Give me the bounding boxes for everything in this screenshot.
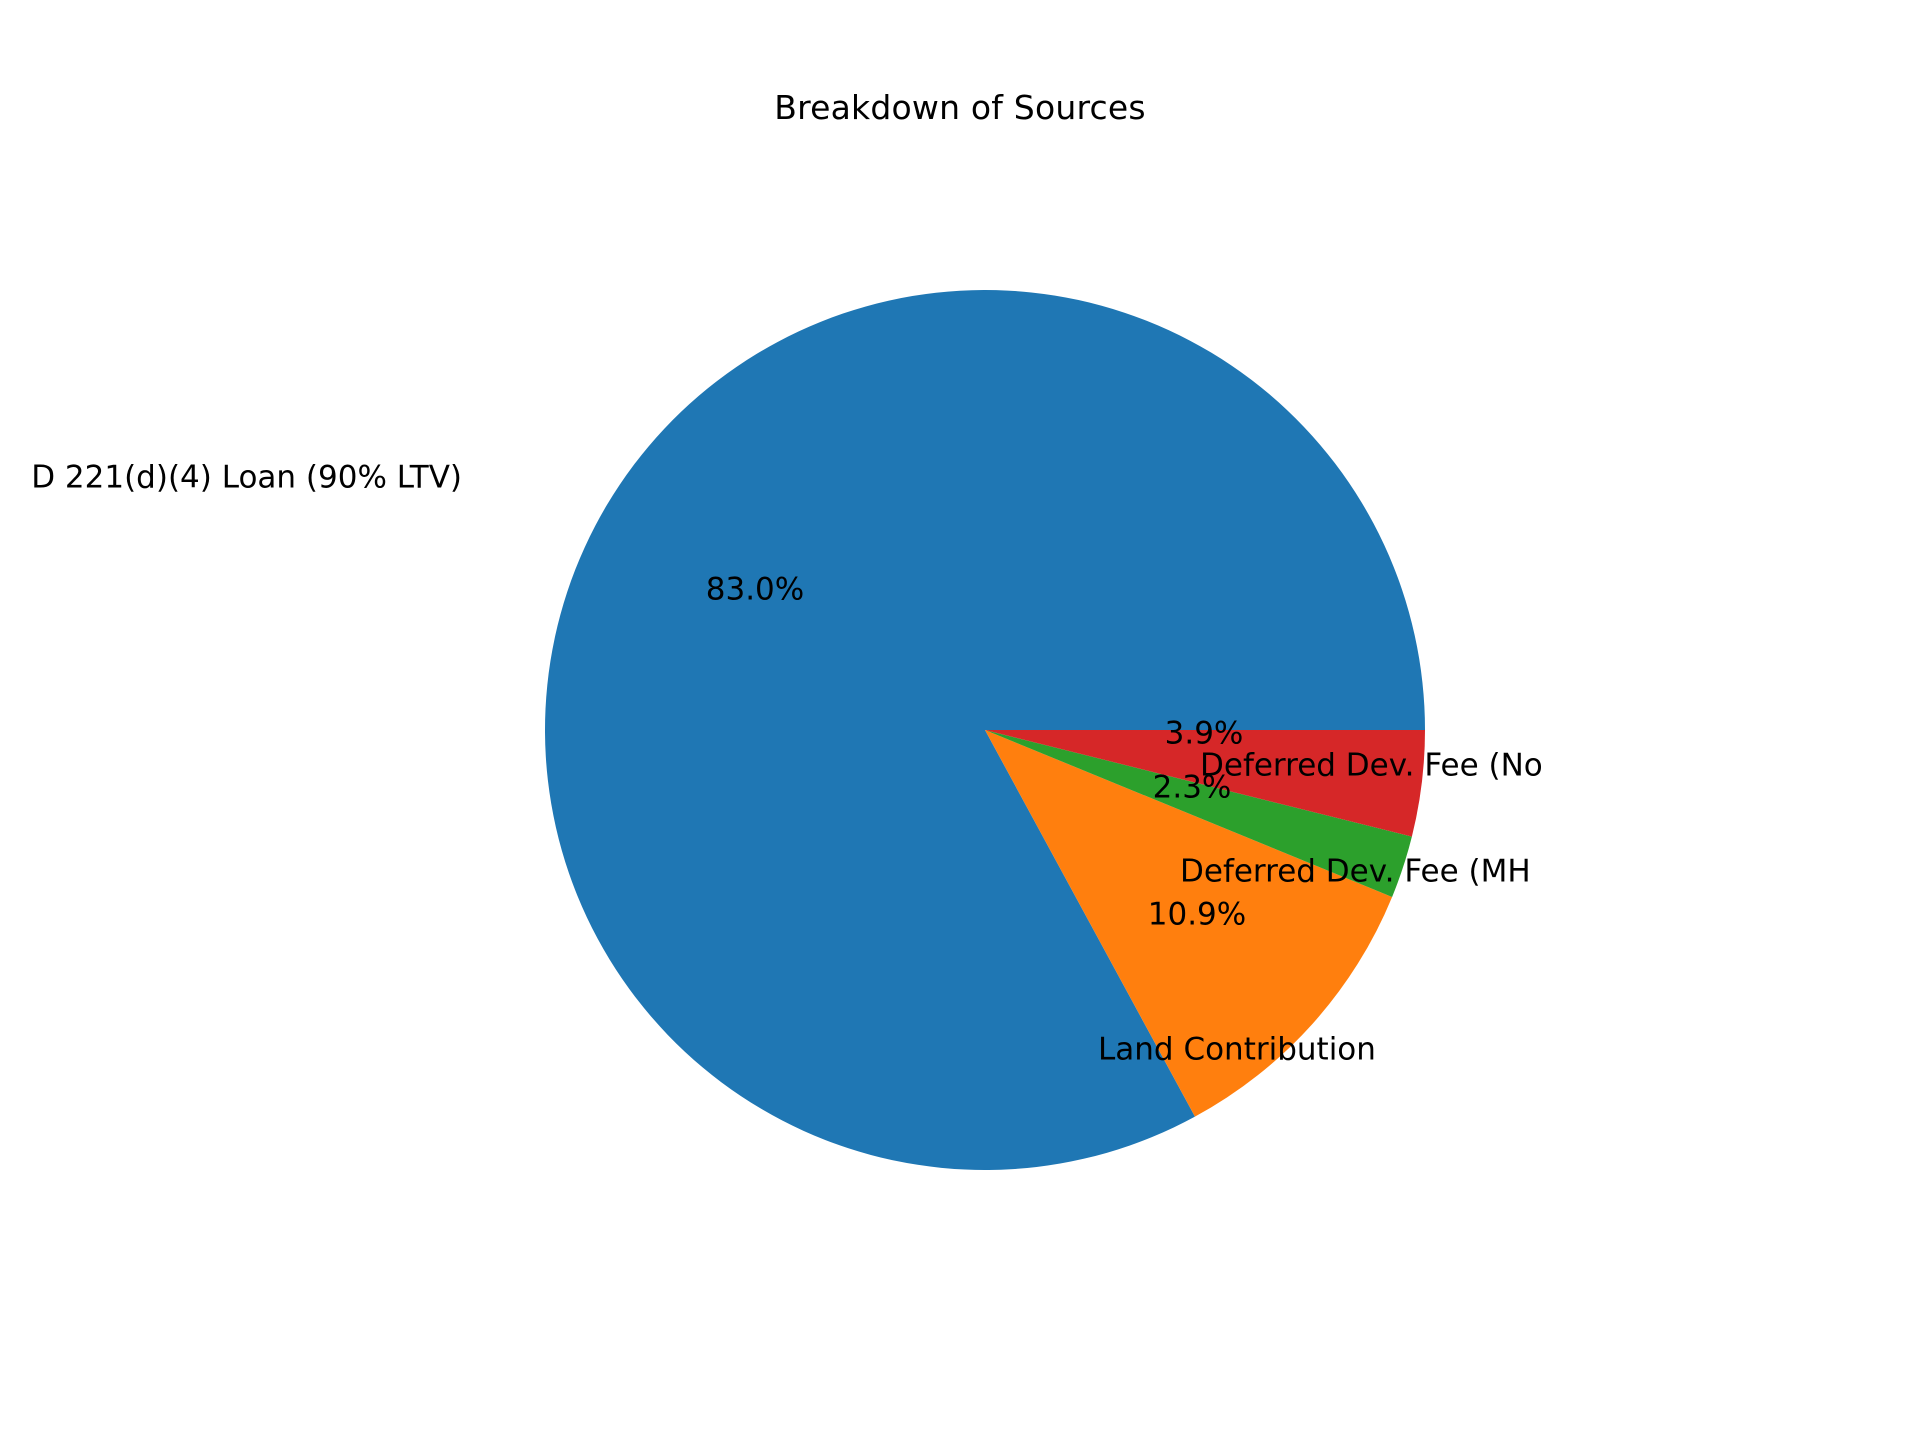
pie-wedge	[985, 730, 1393, 1117]
pie-wedge-group	[545, 289, 1425, 1170]
pie-wedge-percent-label: 83.0%	[705, 571, 805, 608]
pie-slice-label: D 221(d)(4) Loan (90% LTV)	[31, 459, 462, 496]
pie-wedge	[545, 289, 1425, 1170]
pie-wedge-percent-label: 2.3%	[1152, 769, 1232, 806]
pie-wedge-percent-label: 3.9%	[1164, 715, 1244, 752]
pie-slice-label: Land Contribution	[1098, 1031, 1376, 1068]
chart-title: Breakdown of Sources	[774, 88, 1146, 127]
pie-wedge	[985, 730, 1412, 897]
pie-slice-label: Deferred Dev. Fee (No	[1200, 747, 1543, 784]
pie-slice-label: Deferred Dev. Fee (MH	[1180, 853, 1531, 890]
pie-wedge-percent-label: 10.9%	[1147, 896, 1247, 933]
pie-wedge	[985, 730, 1425, 837]
